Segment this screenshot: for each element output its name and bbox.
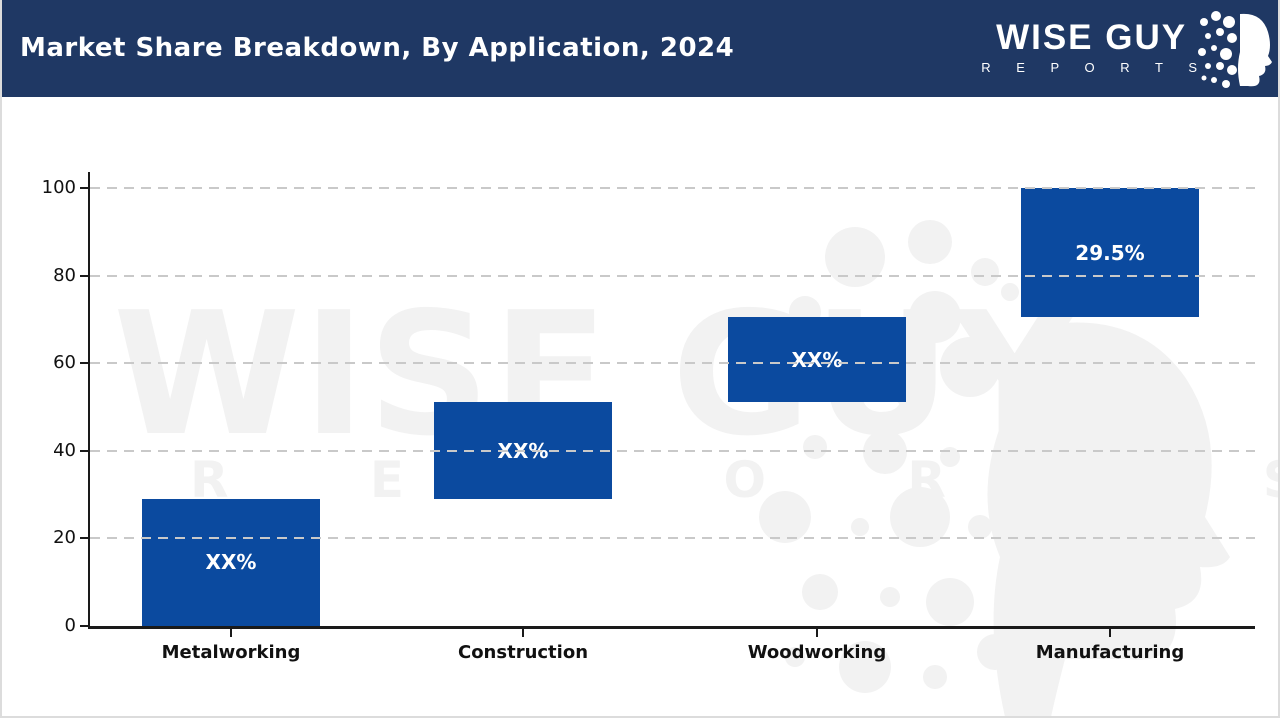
y-tick-label-0: 0 (64, 614, 76, 636)
y-tick-80 (80, 274, 88, 277)
watermark-dotted-face (756, 220, 1230, 717)
wise-guy-logo: WISE GUY R E P O R T S (981, 6, 1272, 92)
y-tick-60 (80, 362, 88, 364)
bar-manufacturing: 29.5% (1021, 188, 1199, 318)
bar-value-label: 29.5% (1075, 240, 1145, 265)
gridline-20 (90, 537, 1255, 539)
header-bar: Market Share Breakdown, By Application, … (0, 0, 1280, 97)
y-tick-0 (80, 624, 88, 627)
bar-woodworking: XX% (728, 317, 906, 403)
bar-metalworking: XX% (142, 498, 320, 626)
dotted-face-icon (1198, 11, 1272, 88)
y-tick-label-20: 20 (53, 527, 76, 548)
bar-value-label: XX% (205, 550, 257, 575)
logo-text: WISE GUY R E P O R T S (975, 20, 1208, 75)
gridline-80 (90, 274, 1255, 277)
y-tick-40 (80, 449, 88, 452)
page-title: Market Share Breakdown, By Application, … (20, 33, 735, 63)
x-tick-label-manufacturing: Manufacturing (1035, 641, 1185, 663)
x-tick-label-construction: Construction (457, 641, 589, 663)
bar-value-label: XX% (791, 347, 843, 372)
gridline-40 (90, 449, 1255, 452)
x-tick-manufacturing (1109, 628, 1111, 637)
x-tick-construction (522, 628, 524, 637)
x-axis-line (88, 625, 1255, 629)
y-tick-label-100: 100 (41, 177, 76, 198)
x-tick-metalworking (230, 628, 232, 637)
logo-wordmark: WISE GUY (996, 18, 1188, 57)
gridline-60 (90, 362, 1255, 364)
logo-subtitle: R E P O R T S (981, 60, 1208, 75)
y-axis-line (88, 172, 90, 628)
y-tick-20 (80, 537, 88, 539)
chart-area: WISE GUY R E P O R T S XX% XX% XX% 29.5% 0 20… (0, 97, 1280, 720)
x-tick-woodworking (816, 628, 818, 637)
y-tick-100 (80, 187, 88, 189)
y-tick-label-40: 40 (53, 439, 76, 461)
y-tick-label-80: 80 (53, 264, 76, 286)
gridline-100 (90, 187, 1255, 189)
y-tick-label-60: 60 (53, 352, 76, 373)
x-tick-label-woodworking: Woodworking (747, 641, 887, 663)
x-tick-label-metalworking: Metalworking (161, 641, 301, 663)
